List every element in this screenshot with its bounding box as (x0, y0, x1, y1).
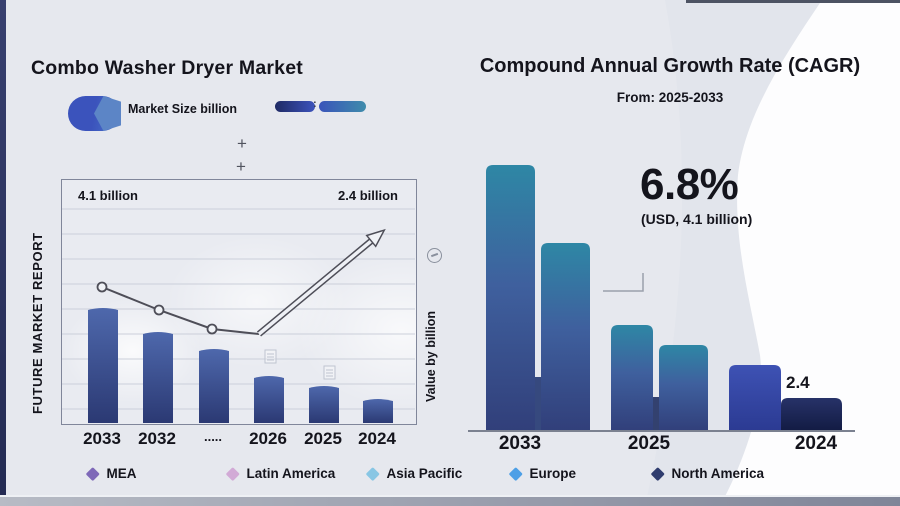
x-label: 2024 (794, 433, 838, 454)
start-value-annotation: 4.1 billion (78, 188, 138, 203)
x-label: 2026 (249, 429, 287, 448)
bar-gap-fill (653, 397, 659, 431)
plus-icon: + (236, 157, 246, 176)
trend-arrow-head-icon (365, 228, 386, 248)
x-label: 2033 (83, 429, 121, 448)
series-label: Market Size billion (128, 102, 238, 116)
bar (88, 308, 118, 423)
bar (363, 399, 393, 423)
trend-arrow-shaft-inner (257, 239, 373, 336)
legend-label: Asia Pacific (386, 466, 463, 481)
bar (541, 243, 590, 431)
page-title: Combo Washer Dryer Market (31, 57, 303, 79)
legend-item-europe: Europe (509, 466, 577, 481)
legend-label: North America (671, 466, 765, 481)
x-label: ..... (203, 429, 223, 444)
cagr-title: Compound Annual Growth Rate (CAGR) (479, 55, 861, 77)
ratio-pill-left-icon (275, 101, 315, 112)
bar (486, 165, 535, 431)
legend-label: Europe (529, 466, 577, 481)
trend-marker (96, 281, 108, 293)
bar (199, 349, 229, 423)
legend-label: MEA (106, 466, 137, 481)
ratio-separator: : (313, 98, 317, 110)
watermark-vertical-label: FUTURE MARKET REPORT (30, 232, 45, 414)
bar (611, 325, 653, 431)
bar (659, 345, 708, 431)
legend-label: Latin America (246, 466, 336, 481)
x-label: 2033 (498, 433, 542, 454)
x-label: 2025 (304, 429, 342, 448)
corner-bracket-icon (603, 273, 644, 292)
left-accent-strip (0, 0, 6, 506)
legend-item-mea: MEA (86, 466, 137, 481)
bar (309, 386, 339, 423)
cagr-chart-svg (468, 165, 855, 432)
minus-circle-icon (427, 248, 442, 263)
legend-item-north-america: North America (651, 466, 765, 481)
bottom-accent-strip (0, 495, 900, 506)
cagr-period: From: 2025-2033 (616, 90, 724, 105)
plus-icon: + (237, 134, 247, 153)
bar (781, 398, 842, 431)
bar-gap-fill (535, 377, 541, 431)
legend-diamond-icon (86, 466, 100, 481)
value-axis-label: Value by billion (424, 311, 438, 403)
legend-item-latin-america: Latin America (226, 466, 336, 481)
cagr-caption: (USD, 4.1 billion) (641, 211, 753, 227)
x-label: 2024 (358, 429, 396, 448)
cylinder-icon (68, 96, 121, 131)
trend-marker (153, 304, 165, 316)
x-label: 2032 (138, 429, 176, 448)
bar (729, 365, 781, 431)
trend-marker (206, 323, 218, 335)
ratio-pill-right-icon (319, 101, 366, 112)
bar (143, 332, 173, 423)
market-size-chart: 4.1 billion 2.4 billion (61, 179, 417, 425)
legend-diamond-icon (509, 466, 523, 481)
end-value-label: 2.4 (786, 373, 810, 392)
trend-line (101, 286, 260, 335)
left-chart-svg (62, 208, 415, 423)
legend-diamond-icon (651, 466, 665, 481)
legend-diamond-icon (226, 466, 240, 481)
top-right-trim-line (686, 0, 900, 3)
cagr-value: 6.8% (640, 160, 739, 209)
x-label: 2025 (627, 433, 671, 454)
cylinder-cap-icon (94, 96, 121, 131)
bar (254, 376, 284, 423)
end-value-annotation: 2.4 billion (338, 188, 398, 203)
legend-item-asia-pacific: Asia Pacific (366, 466, 463, 481)
legend-diamond-icon (366, 466, 380, 481)
